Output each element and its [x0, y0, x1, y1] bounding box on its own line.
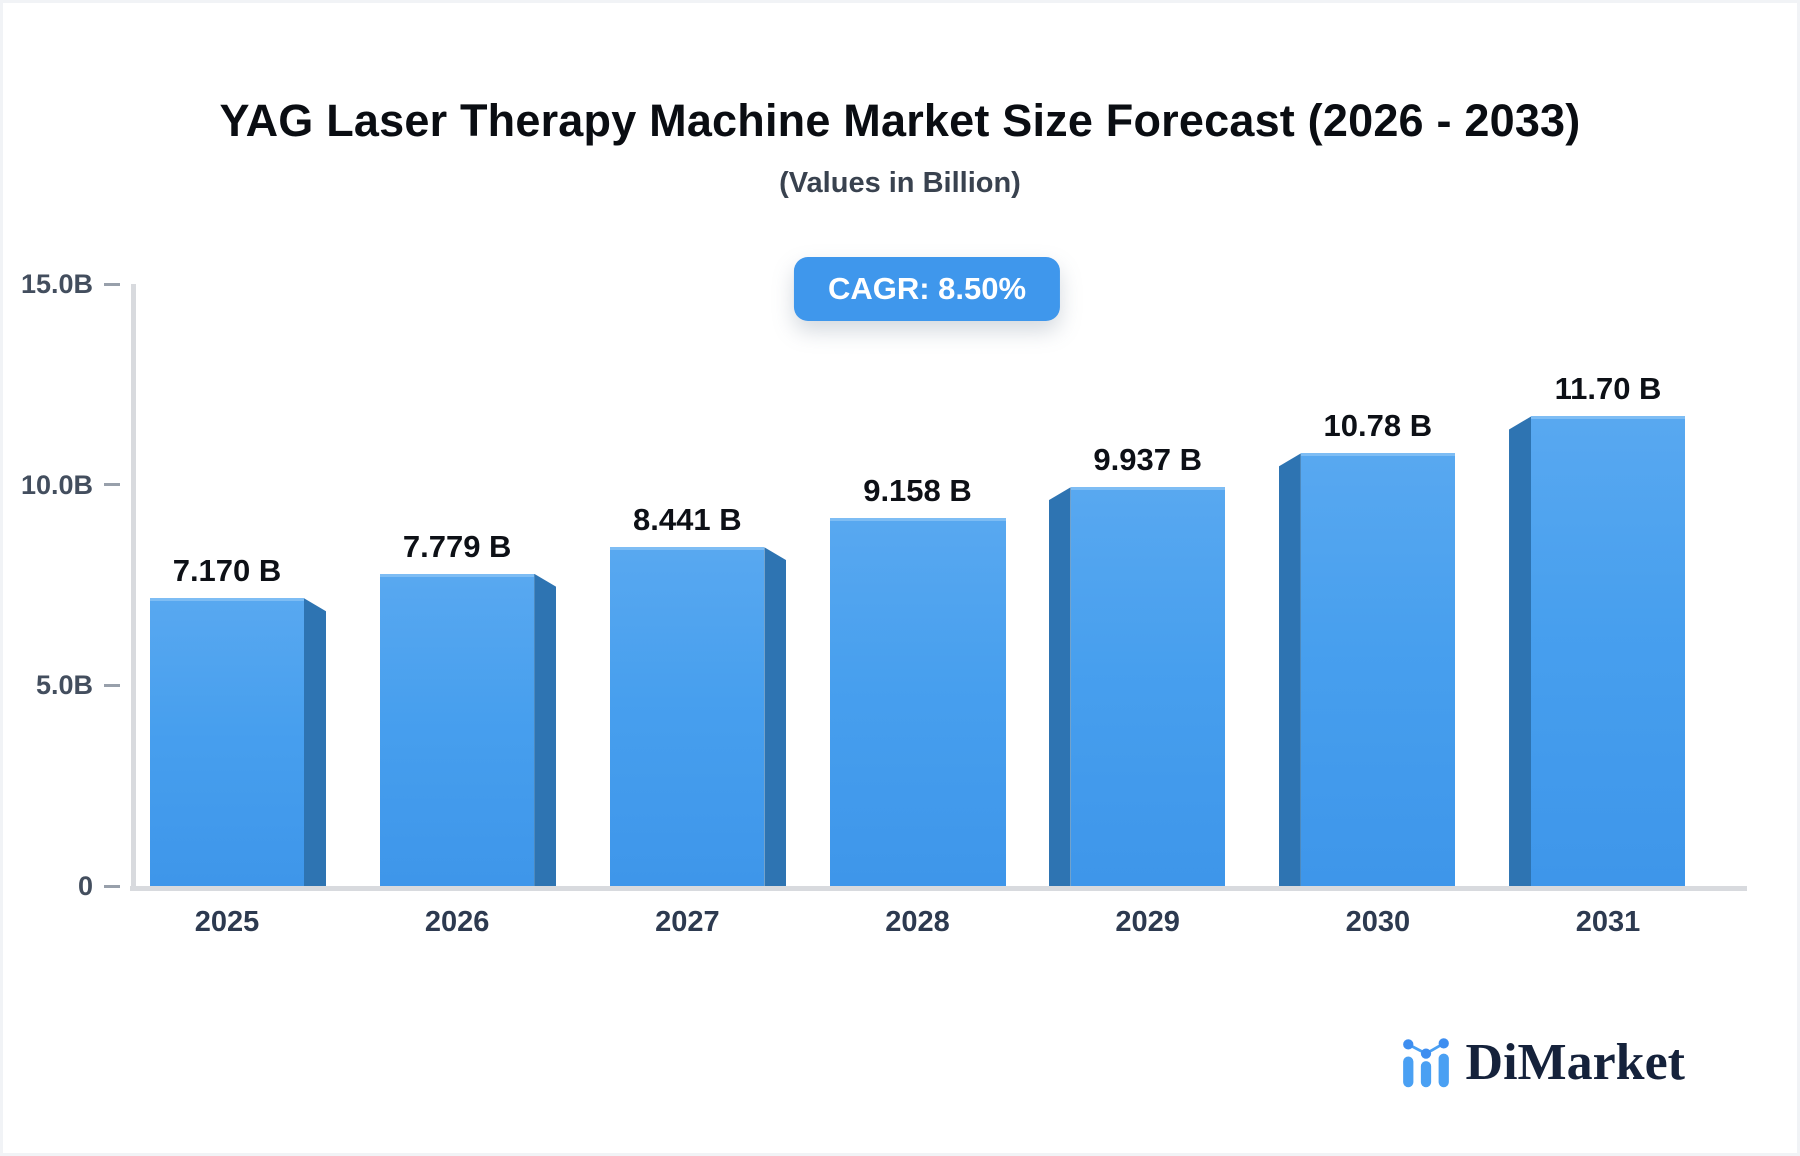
value-label-2025: 7.170 B — [172, 553, 282, 589]
cagr-badge: CAGR: 8.50% — [793, 257, 1061, 321]
y-tick-label: 5.0B — [35, 670, 93, 701]
y-tick-label: 10.0B — [20, 469, 93, 500]
bar-2029 — [1070, 487, 1225, 886]
bar-chart: 15.0B 10.0B 5.0B 0 7.170 B 2025 7.779 B 2026 8.4… — [3, 3, 1797, 1153]
mini-bar-chart-icon — [1402, 1038, 1449, 1088]
bar-2027 — [610, 547, 765, 886]
chart-subtitle: (Values in Billion) — [779, 167, 1021, 199]
value-label-2027: 8.441 B — [633, 502, 742, 538]
y-tick-label: 0 — [77, 871, 93, 901]
bar-side-2031 — [1509, 416, 1532, 886]
x-tick-label-2025: 2025 — [194, 906, 260, 938]
bar-2031 — [1531, 416, 1686, 886]
bar-side-2030 — [1278, 453, 1301, 886]
y-tick-dash — [104, 483, 120, 487]
y-axis-line — [131, 284, 136, 888]
y-tick-label: 15.0B — [20, 269, 93, 299]
x-tick-label-2027: 2027 — [655, 906, 720, 938]
x-tick-label-2031: 2031 — [1575, 906, 1641, 938]
brand-name: DiMarket — [1465, 1034, 1685, 1091]
bar-side-2026 — [534, 573, 557, 886]
bar-2025 — [150, 598, 304, 886]
value-label-2029: 9.937 B — [1093, 442, 1202, 478]
y-tick-dash — [104, 683, 120, 687]
bar-2030 — [1300, 453, 1455, 886]
bar-2026 — [380, 573, 535, 886]
y-tick-dash — [104, 282, 120, 286]
x-tick-label-2026: 2026 — [424, 906, 490, 938]
bar-2028 — [829, 518, 1006, 886]
x-axis-line — [130, 886, 1747, 891]
bar-side-2027 — [764, 547, 787, 886]
value-label-2031: 11.70 B — [1554, 371, 1662, 407]
value-label-2028: 9.158 B — [863, 473, 972, 509]
x-tick-label-2030: 2030 — [1345, 906, 1411, 938]
brand-logo: DiMarket — [1398, 1035, 1685, 1091]
chart-title: YAG Laser Therapy Machine Market Size Fo… — [219, 95, 1581, 146]
x-tick-label-2029: 2029 — [1115, 906, 1180, 938]
y-tick-dash — [104, 884, 120, 888]
value-label-2030: 10.78 B — [1323, 408, 1433, 444]
bar-side-2029 — [1048, 487, 1071, 886]
bar-side-2025 — [304, 598, 326, 886]
x-tick-label-2028: 2028 — [885, 906, 950, 938]
value-label-2026: 7.779 B — [402, 528, 512, 564]
